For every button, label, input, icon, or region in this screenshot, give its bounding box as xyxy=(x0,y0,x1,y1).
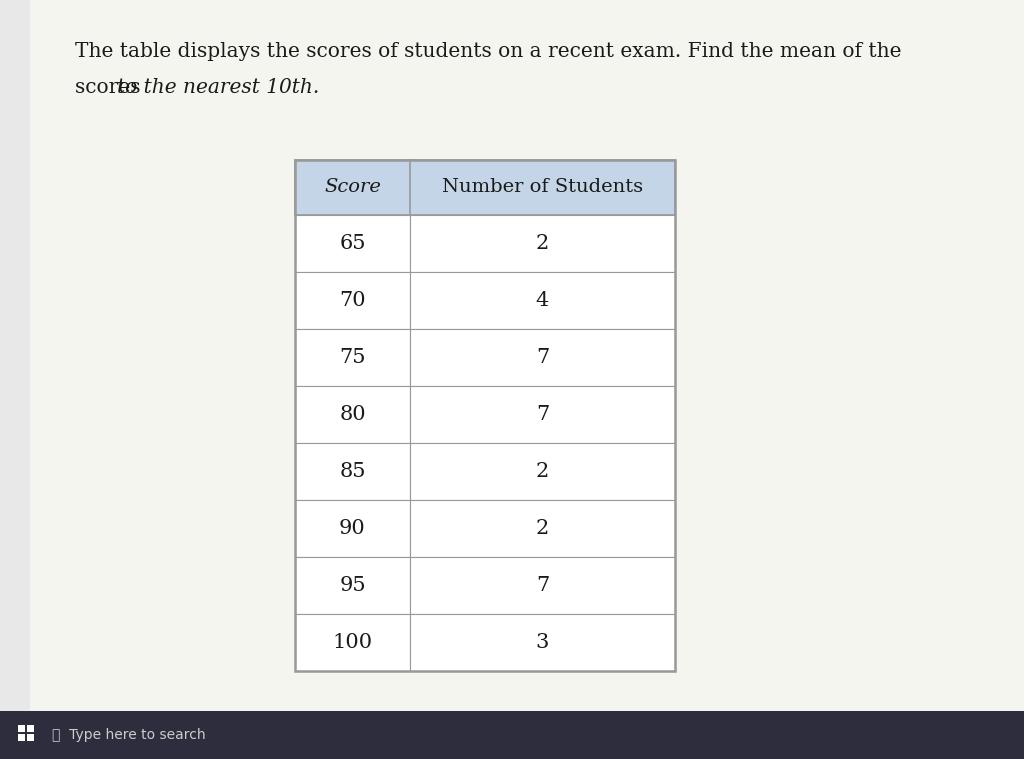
FancyBboxPatch shape xyxy=(0,711,1024,759)
FancyBboxPatch shape xyxy=(295,329,410,386)
FancyBboxPatch shape xyxy=(410,614,675,671)
FancyBboxPatch shape xyxy=(27,734,34,741)
Text: Number of Students: Number of Students xyxy=(442,178,643,197)
FancyBboxPatch shape xyxy=(410,272,675,329)
Text: Score: Score xyxy=(324,178,381,197)
FancyBboxPatch shape xyxy=(27,725,34,732)
Text: 4: 4 xyxy=(536,291,549,310)
FancyBboxPatch shape xyxy=(295,272,410,329)
FancyBboxPatch shape xyxy=(295,443,410,500)
Text: 2: 2 xyxy=(536,234,549,253)
FancyBboxPatch shape xyxy=(30,0,1024,711)
Text: 95: 95 xyxy=(339,576,366,595)
Text: 80: 80 xyxy=(339,405,366,424)
FancyBboxPatch shape xyxy=(295,215,410,272)
Text: 7: 7 xyxy=(536,405,549,424)
FancyBboxPatch shape xyxy=(295,386,410,443)
FancyBboxPatch shape xyxy=(410,500,675,557)
Text: 🔍  Type here to search: 🔍 Type here to search xyxy=(52,728,206,742)
FancyBboxPatch shape xyxy=(295,500,410,557)
FancyBboxPatch shape xyxy=(410,215,675,272)
Text: to the nearest 10th.: to the nearest 10th. xyxy=(117,78,319,97)
Text: 100: 100 xyxy=(333,633,373,652)
FancyBboxPatch shape xyxy=(295,614,410,671)
Text: 7: 7 xyxy=(536,348,549,367)
Text: scores: scores xyxy=(75,78,146,97)
Text: 2: 2 xyxy=(536,519,549,538)
Text: 75: 75 xyxy=(339,348,366,367)
Text: 3: 3 xyxy=(536,633,549,652)
FancyBboxPatch shape xyxy=(410,557,675,614)
Text: 90: 90 xyxy=(339,519,366,538)
FancyBboxPatch shape xyxy=(18,734,25,741)
FancyBboxPatch shape xyxy=(18,725,25,732)
FancyBboxPatch shape xyxy=(410,443,675,500)
FancyBboxPatch shape xyxy=(295,557,410,614)
Text: The table displays the scores of students on a recent exam. Find the mean of the: The table displays the scores of student… xyxy=(75,42,901,61)
Text: 7: 7 xyxy=(536,576,549,595)
Text: 2: 2 xyxy=(536,462,549,481)
FancyBboxPatch shape xyxy=(410,329,675,386)
FancyBboxPatch shape xyxy=(410,386,675,443)
FancyBboxPatch shape xyxy=(295,160,675,215)
Text: 70: 70 xyxy=(339,291,366,310)
Text: 85: 85 xyxy=(339,462,366,481)
Text: 65: 65 xyxy=(339,234,366,253)
